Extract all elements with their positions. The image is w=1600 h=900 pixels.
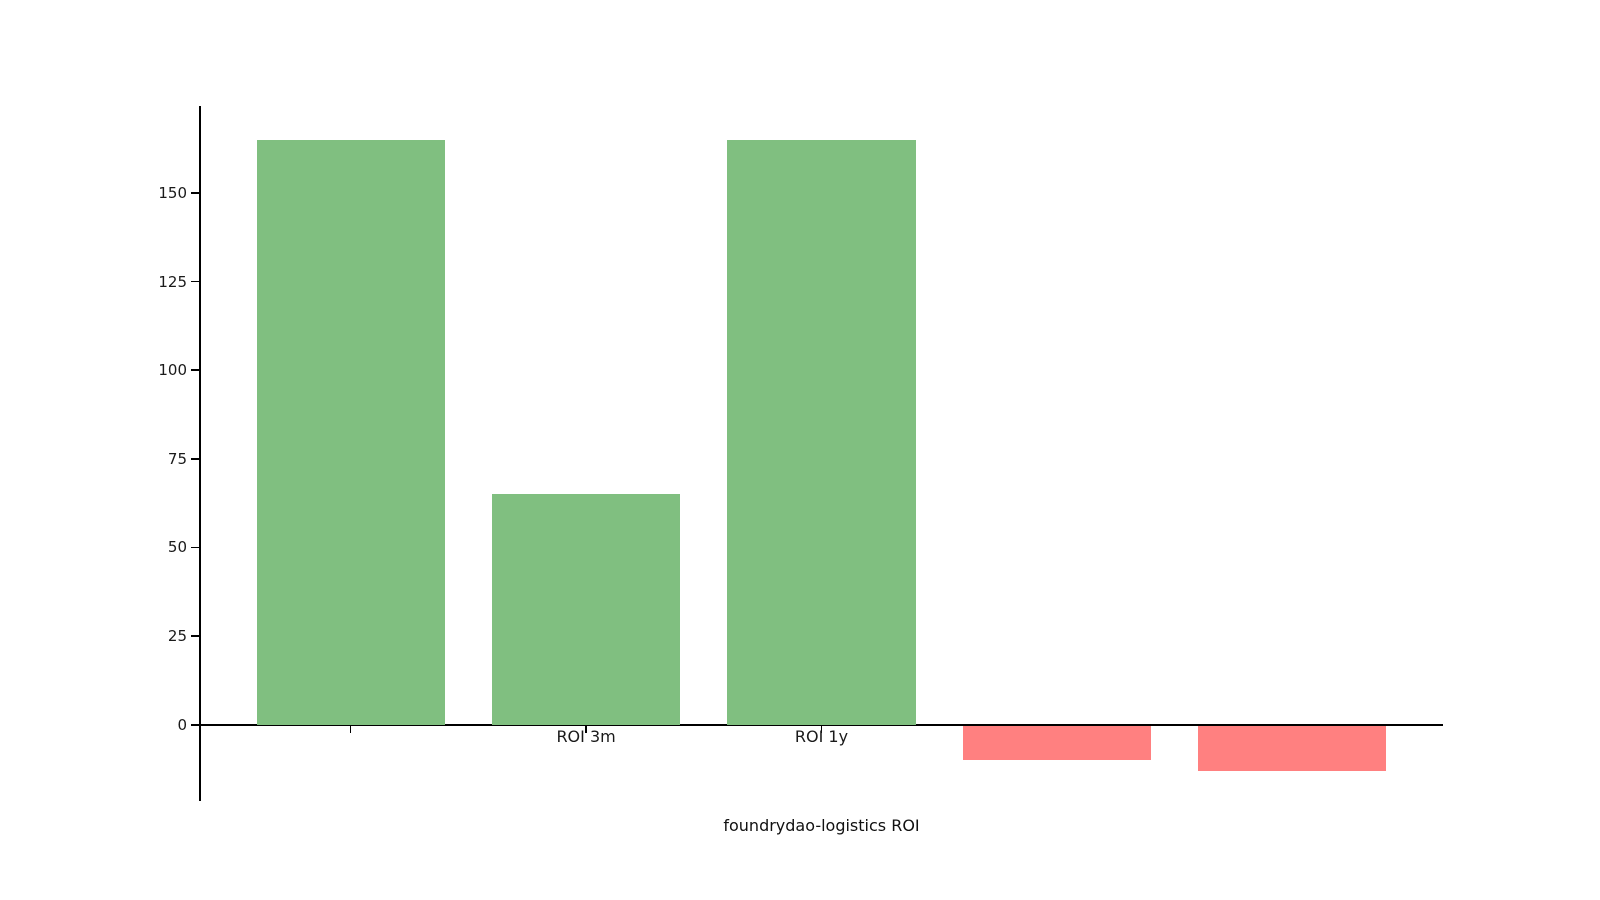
y-tick-label: 75 — [167, 449, 187, 468]
y-tick — [191, 458, 199, 460]
x-tick — [820, 724, 823, 733]
x-tick-label: ROI 1y — [794, 726, 849, 746]
x-tick — [349, 724, 352, 733]
chart-title: foundrydao-logistics ROI — [723, 816, 920, 835]
y-tick — [191, 280, 199, 283]
y-axis-spine — [199, 106, 201, 801]
x-tick-label: ROI 3m — [556, 726, 616, 746]
bar-2 — [491, 494, 681, 725]
x-tick — [585, 724, 587, 733]
bar-5 — [1198, 726, 1387, 771]
y-tick — [191, 369, 199, 371]
y-tick-label: 125 — [158, 272, 187, 291]
y-tick-label: 25 — [167, 627, 187, 646]
bar-3 — [727, 139, 916, 725]
y-tick-label: 150 — [158, 183, 187, 202]
bar-4 — [962, 726, 1152, 760]
y-tick — [191, 192, 199, 194]
y-tick — [191, 724, 199, 726]
y-tick-label: 100 — [158, 361, 187, 380]
y-tick-label: 0 — [177, 715, 187, 734]
bar-1 — [256, 139, 445, 725]
y-tick — [191, 546, 199, 549]
y-tick — [191, 635, 199, 637]
y-tick-label: 50 — [167, 538, 187, 557]
